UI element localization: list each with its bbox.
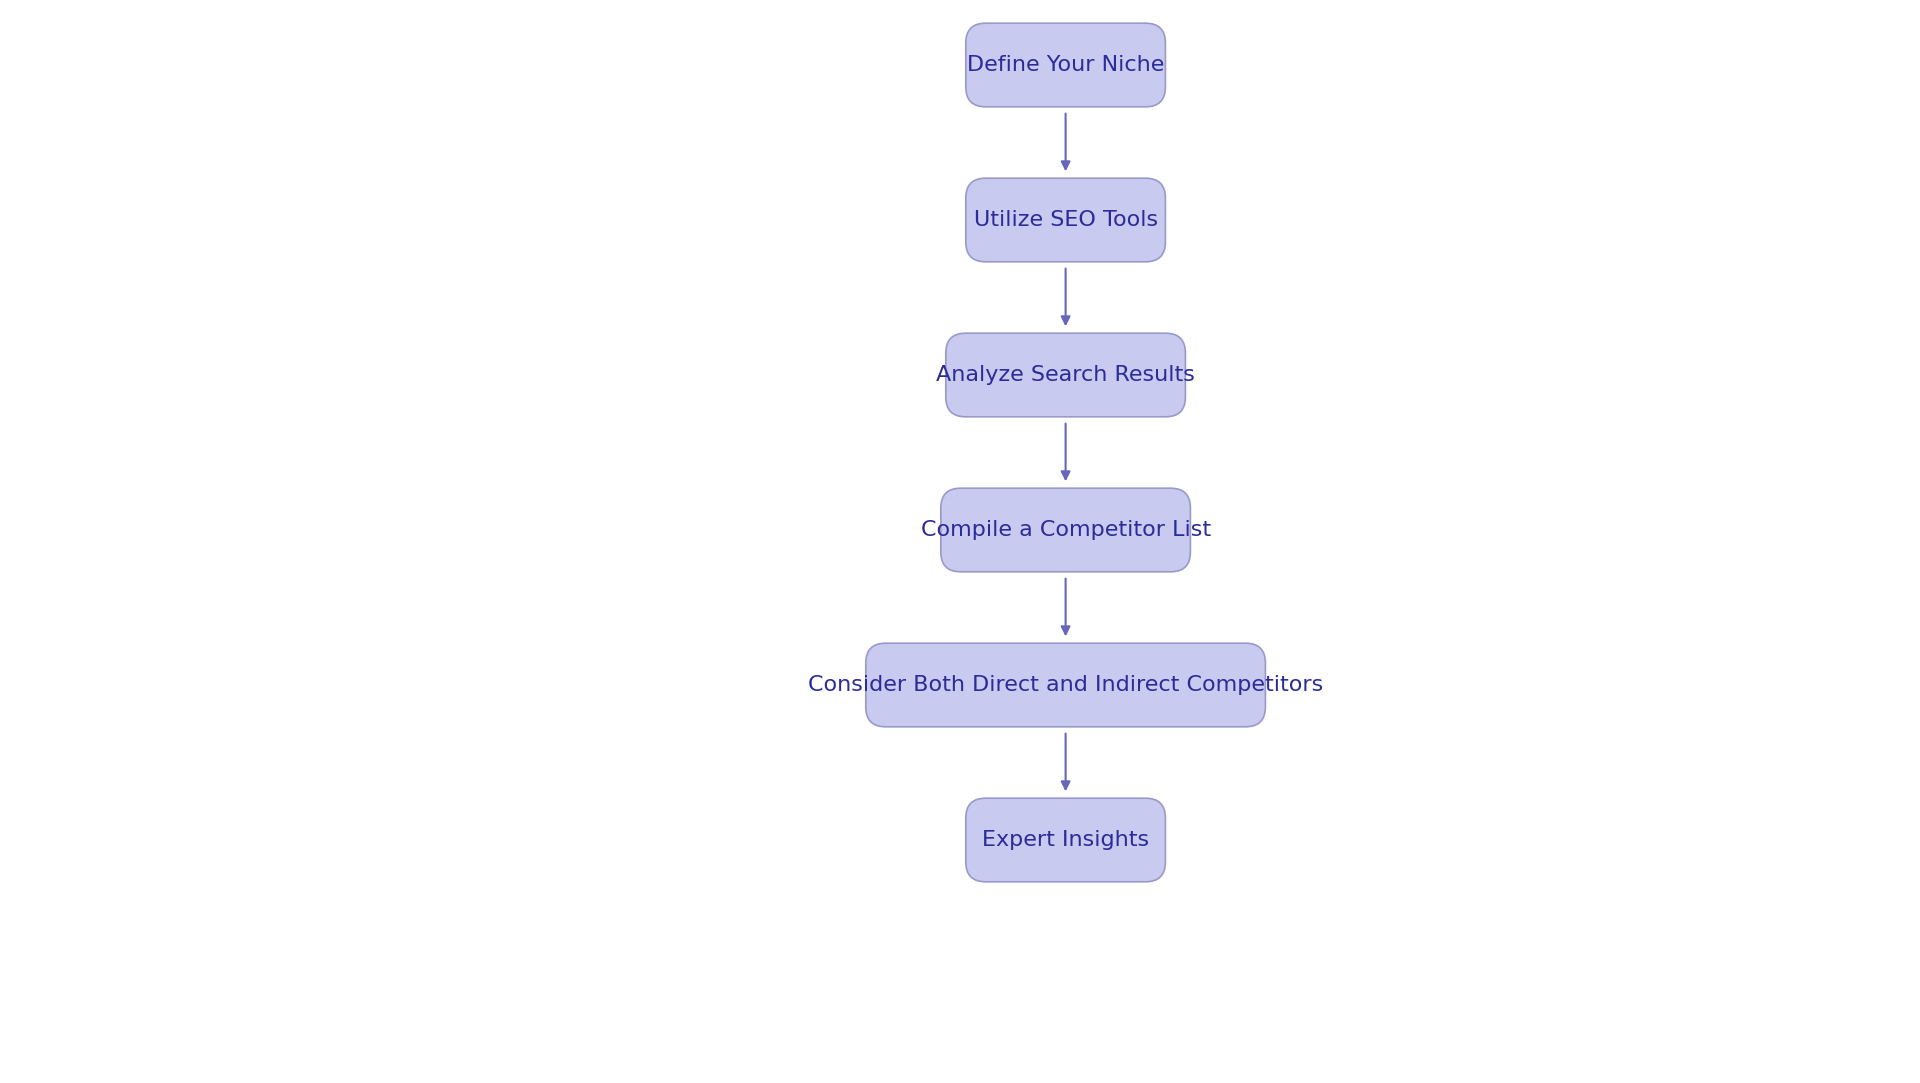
FancyBboxPatch shape: [947, 334, 1185, 417]
Text: Consider Both Direct and Indirect Competitors: Consider Both Direct and Indirect Compet…: [808, 675, 1323, 695]
FancyBboxPatch shape: [966, 798, 1165, 882]
FancyBboxPatch shape: [866, 643, 1265, 727]
Text: Expert Insights: Expert Insights: [981, 830, 1150, 850]
Text: Define Your Niche: Define Your Niche: [968, 55, 1164, 75]
Text: Utilize SEO Tools: Utilize SEO Tools: [973, 210, 1158, 230]
Text: Analyze Search Results: Analyze Search Results: [937, 365, 1194, 384]
FancyBboxPatch shape: [941, 488, 1190, 572]
Text: Compile a Competitor List: Compile a Competitor List: [920, 520, 1212, 540]
FancyBboxPatch shape: [966, 179, 1165, 262]
FancyBboxPatch shape: [966, 23, 1165, 107]
